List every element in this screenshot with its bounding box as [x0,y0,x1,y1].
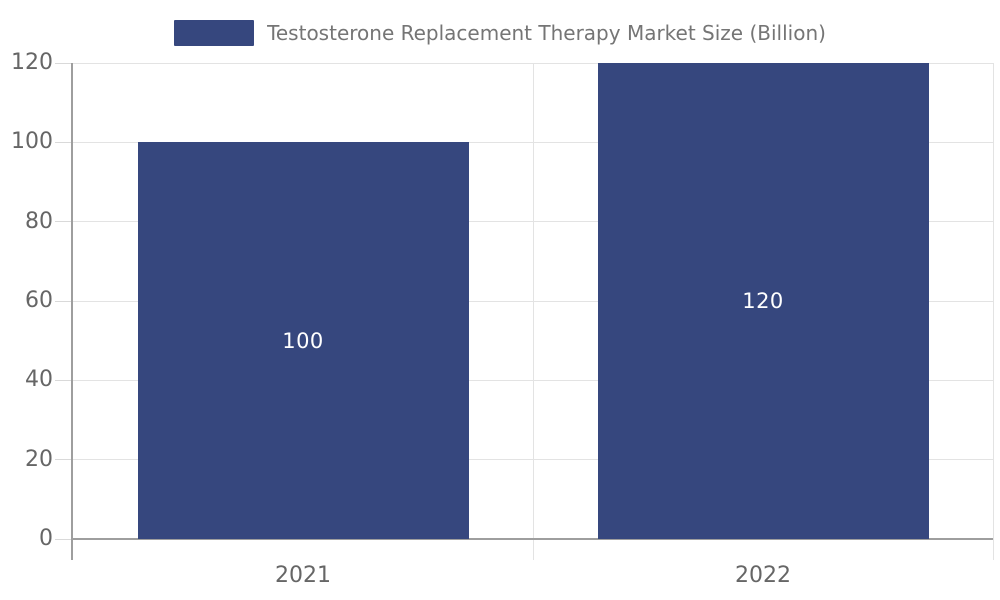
y-tick-label: 20 [25,446,53,472]
y-tick [55,221,73,223]
x-axis-line [71,538,993,540]
y-tick-label: 120 [11,50,53,75]
legend-label: Testosterone Replacement Therapy Market … [267,21,826,45]
bar-2021[interactable]: 100 [137,142,469,539]
bar-value-label: 120 [742,289,784,313]
y-tick-label: 80 [25,208,53,234]
y-tick-label: 0 [39,526,53,551]
legend-swatch [174,20,255,46]
y-tick-label: 40 [25,367,53,393]
y-tick [55,62,73,64]
y-tick [55,538,73,540]
bar-2022[interactable]: 120 [597,63,929,539]
vertical-gridline [532,63,534,560]
vertical-gridline [992,63,994,560]
y-tick [55,459,73,461]
y-tick [55,300,73,302]
legend[interactable]: Testosterone Replacement Therapy Market … [0,16,1000,50]
y-tick-label: 100 [11,129,53,155]
x-axis-label-2022: 2022 [735,563,791,588]
y-tick-label: 60 [25,288,53,313]
y-tick [55,379,73,381]
y-axis-line [71,63,73,560]
y-tick [55,141,73,143]
x-axis-label-2021: 2021 [275,563,331,588]
bar-value-label: 100 [282,328,324,353]
